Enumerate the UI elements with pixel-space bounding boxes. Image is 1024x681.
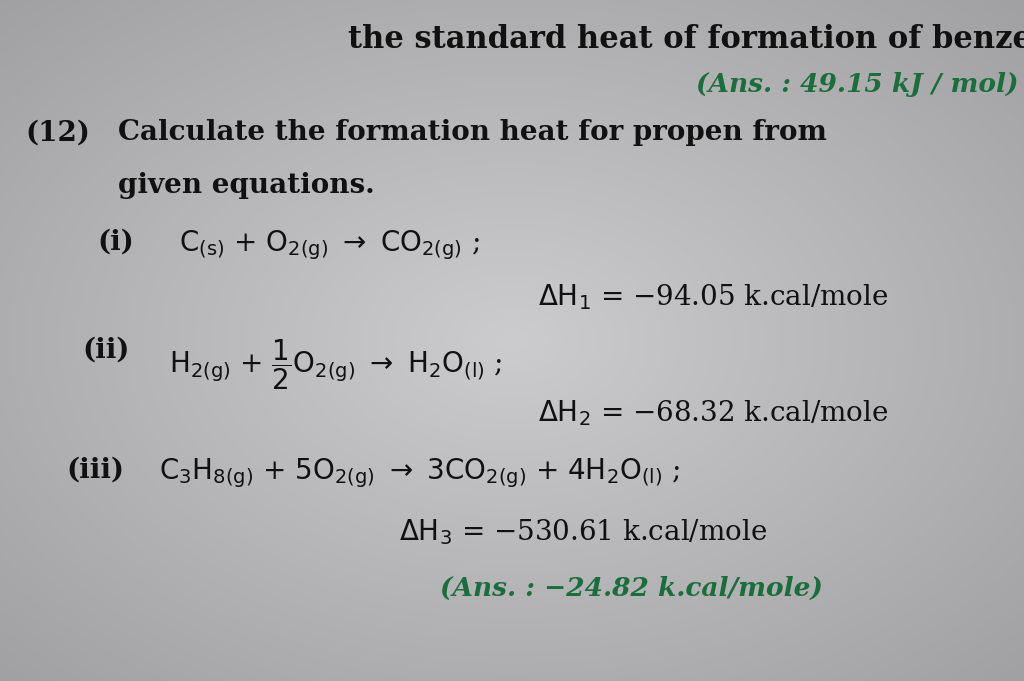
Text: $\mathrm{C_3H_{8(g)}}$ + $\mathrm{5O_{2(g)}}$ $\rightarrow$ $\mathrm{3CO_{2(g)}}: $\mathrm{C_3H_{8(g)}}$ + $\mathrm{5O_{2(… [159,456,680,490]
Text: (iii): (iii) [67,456,125,484]
Text: given equations.: given equations. [118,172,375,199]
Text: $\Delta\mathrm{H_2}$ = $-$68.32 k.cal/mole: $\Delta\mathrm{H_2}$ = $-$68.32 k.cal/mo… [538,398,888,428]
Text: $\mathrm{C_{(s)}}$ + $\mathrm{O_{2(g)}}$ $\rightarrow$ $\mathrm{CO_{2(g)}}$ ;: $\mathrm{C_{(s)}}$ + $\mathrm{O_{2(g)}}$… [179,228,480,262]
Text: $\mathrm{H_{2(g)}}$ + $\dfrac{1}{2}\mathrm{O_{2(g)}}$ $\rightarrow$ $\mathrm{H_2: $\mathrm{H_{2(g)}}$ + $\dfrac{1}{2}\math… [169,337,503,392]
Text: Calculate the formation heat for propen from: Calculate the formation heat for propen … [118,119,826,146]
Text: (ii): (ii) [82,337,129,364]
Text: (Ans. : 49.15 kJ / mol): (Ans. : 49.15 kJ / mol) [696,72,1019,97]
Text: (12): (12) [26,119,90,146]
Text: $\Delta\mathrm{H_3}$ = $-$530.61 k.cal/mole: $\Delta\mathrm{H_3}$ = $-$530.61 k.cal/m… [399,518,768,548]
Text: (i): (i) [97,228,134,255]
Text: the standard heat of formation of benzene.: the standard heat of formation of benzen… [348,24,1024,55]
Text: $\Delta\mathrm{H_1}$ = $-$94.05 k.cal/mole: $\Delta\mathrm{H_1}$ = $-$94.05 k.cal/mo… [538,283,888,313]
Text: (Ans. : −24.82 k.cal/mole): (Ans. : −24.82 k.cal/mole) [440,575,823,601]
